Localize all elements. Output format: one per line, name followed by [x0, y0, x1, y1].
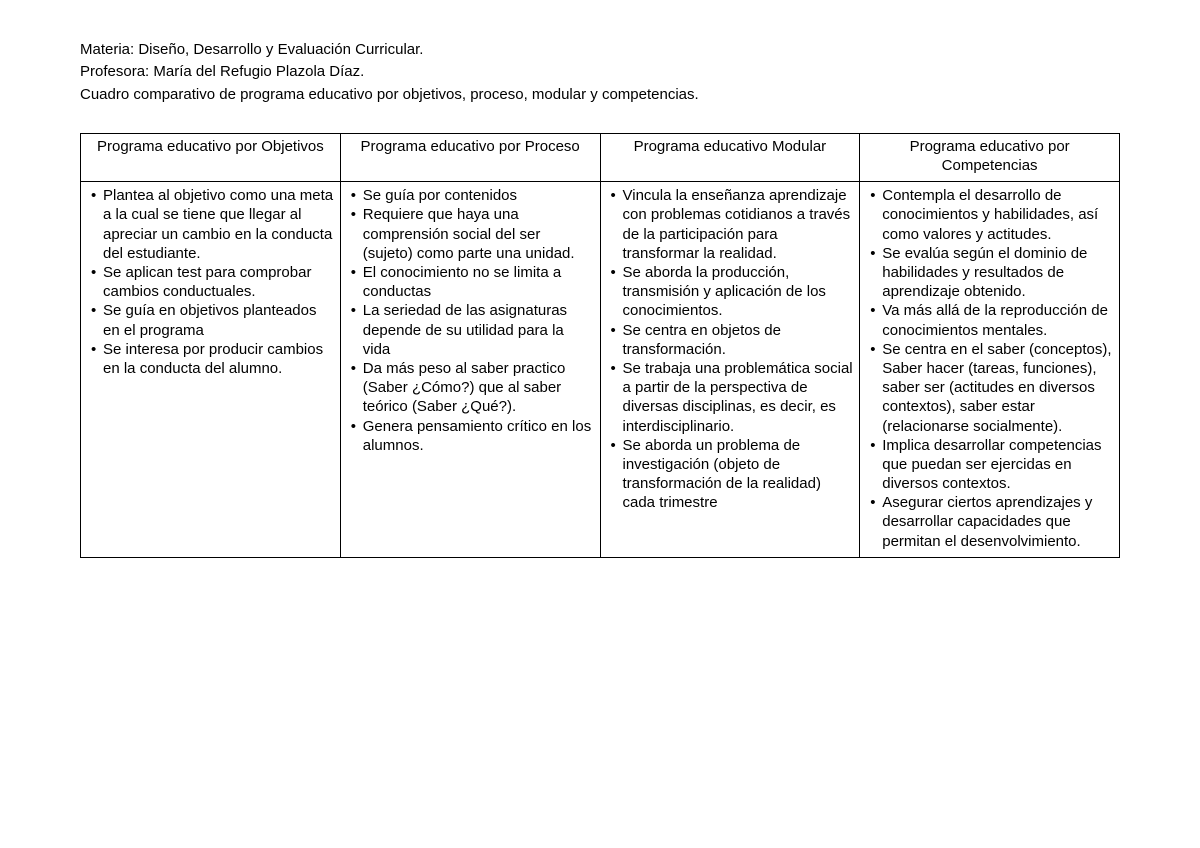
cell-proceso: Se guía por contenidosRequiere que haya …	[340, 182, 600, 558]
cell-competencias: Contempla el desarrollo de conocimientos…	[860, 182, 1120, 558]
list-proceso: Se guía por contenidosRequiere que haya …	[347, 186, 594, 455]
list-competencias: Contempla el desarrollo de conocimientos…	[866, 186, 1113, 551]
list-item: Se centra en objetos de transformación.	[611, 321, 854, 359]
list-item: Da más peso al saber practico (Saber ¿Có…	[351, 359, 594, 417]
list-item: Se trabaja una problemática social a par…	[611, 359, 854, 436]
list-item: Va más allá de la reproducción de conoci…	[870, 301, 1113, 339]
list-item: Vincula la enseñanza aprendizaje con pro…	[611, 186, 854, 263]
document-page: Materia: Diseño, Desarrollo y Evaluación…	[0, 0, 1200, 558]
header-profesora: Profesora: María del Refugio Plazola Día…	[80, 62, 1120, 82]
list-item: Se interesa por producir cambios en la c…	[91, 340, 334, 378]
list-item: Se guía por contenidos	[351, 186, 594, 205]
list-item: Contempla el desarrollo de conocimientos…	[870, 186, 1113, 244]
col-header-modular: Programa educativo Modular	[600, 133, 860, 182]
list-item: Implica desarrollar competencias que pue…	[870, 436, 1113, 494]
col-header-objetivos: Programa educativo por Objetivos	[81, 133, 341, 182]
cell-modular: Vincula la enseñanza aprendizaje con pro…	[600, 182, 860, 558]
list-item: Se aborda un problema de investigación (…	[611, 436, 854, 513]
list-item: Se evalúa según el dominio de habilidade…	[870, 244, 1113, 302]
cell-objetivos: Plantea al objetivo como una meta a la c…	[81, 182, 341, 558]
list-item: Se centra en el saber (conceptos), Saber…	[870, 340, 1113, 436]
table-body-row: Plantea al objetivo como una meta a la c…	[81, 182, 1120, 558]
comparative-table: Programa educativo por Objetivos Program…	[80, 133, 1120, 558]
list-objetivos: Plantea al objetivo como una meta a la c…	[87, 186, 334, 378]
list-item: Se guía en objetivos planteados en el pr…	[91, 301, 334, 339]
list-item: Requiere que haya una comprensión social…	[351, 205, 594, 263]
list-item: Plantea al objetivo como una meta a la c…	[91, 186, 334, 263]
list-item: La seriedad de las asignaturas depende d…	[351, 301, 594, 359]
col-header-competencias: Programa educativo por Competencias	[860, 133, 1120, 182]
col-header-proceso: Programa educativo por Proceso	[340, 133, 600, 182]
list-modular: Vincula la enseñanza aprendizaje con pro…	[607, 186, 854, 512]
header-materia: Materia: Diseño, Desarrollo y Evaluación…	[80, 40, 1120, 60]
header-titulo: Cuadro comparativo de programa educativo…	[80, 85, 1120, 105]
list-item: El conocimiento no se limita a conductas	[351, 263, 594, 301]
table-header-row: Programa educativo por Objetivos Program…	[81, 133, 1120, 182]
list-item: Se aborda la producción, transmisión y a…	[611, 263, 854, 321]
list-item: Se aplican test para comprobar cambios c…	[91, 263, 334, 301]
list-item: Asegurar ciertos aprendizajes y desarrol…	[870, 493, 1113, 551]
list-item: Genera pensamiento crítico en los alumno…	[351, 417, 594, 455]
